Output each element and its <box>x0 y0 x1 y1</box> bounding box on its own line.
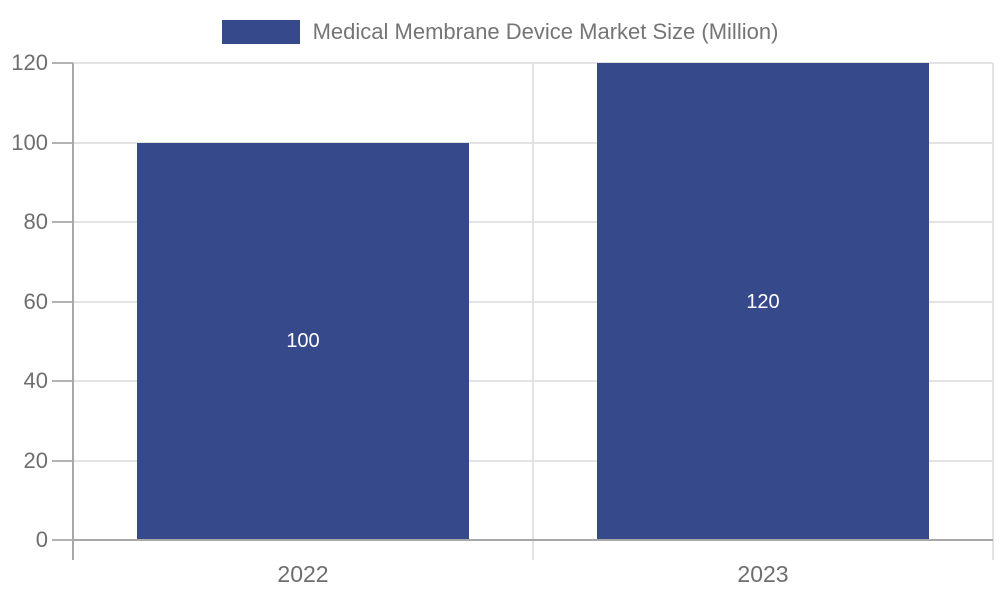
bar-2023 <box>597 63 929 540</box>
y-axis-tick-label: 0 <box>35 527 48 552</box>
y-axis-tick <box>52 459 73 462</box>
y-axis-line <box>72 63 74 560</box>
y-axis-tick <box>52 221 73 223</box>
x-axis-tick-label: 2023 <box>737 561 789 587</box>
y-axis-tick-label: 80 <box>23 209 48 234</box>
chart-legend: Medical Membrane Device Market Size (Mil… <box>0 19 1000 45</box>
y-axis-tick <box>52 141 73 144</box>
x-axis-tick-label: 2022 <box>277 561 329 587</box>
y-axis-tick-label: 100 <box>11 129 48 155</box>
gridline-vertical <box>992 63 994 560</box>
y-axis-tick <box>52 62 73 64</box>
y-axis-tick <box>52 380 73 382</box>
x-axis-line <box>73 539 993 541</box>
gridline-vertical <box>532 63 534 560</box>
bar-value-label: 120 <box>746 290 780 313</box>
y-axis-tick-label: 40 <box>23 368 48 393</box>
y-axis-tick-label: 20 <box>23 447 48 473</box>
y-axis-tick <box>52 539 73 541</box>
legend-swatch <box>221 20 300 44</box>
legend-label: Medical Membrane Device Market Size (Mil… <box>312 19 779 44</box>
bar-2022 <box>137 142 469 540</box>
y-axis-tick <box>52 300 73 303</box>
y-axis-tick-label: 120 <box>11 50 48 75</box>
y-axis-tick-label: 60 <box>23 288 48 314</box>
bar-value-label: 100 <box>286 330 320 353</box>
